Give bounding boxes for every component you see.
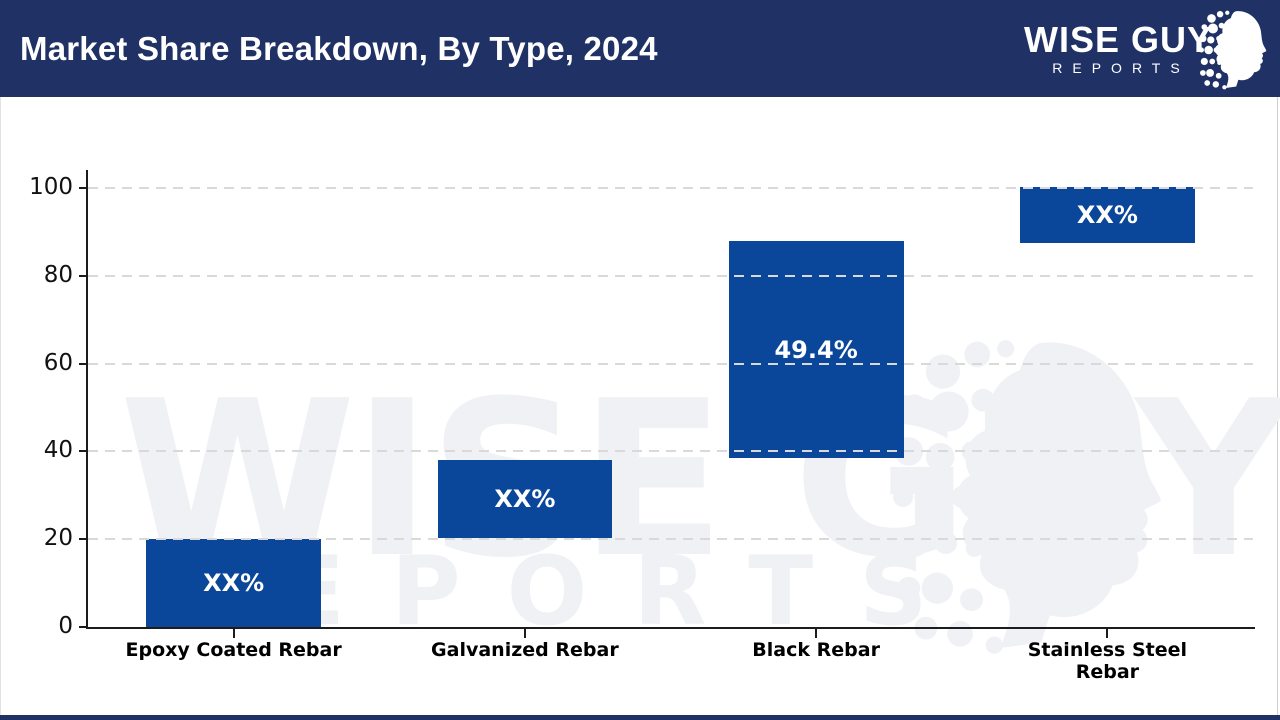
logo-wordmark: WISE GUY REPORTS [1024, 21, 1212, 76]
face-profile-logo-icon [1198, 10, 1267, 89]
x-axis-label: Epoxy Coated Rebar [125, 639, 342, 661]
gridline-20 [88, 538, 1253, 541]
x-tick-mark [232, 629, 235, 638]
y-tick-label-100: 100 [29, 174, 73, 200]
y-tick-mark-20 [79, 538, 88, 541]
bar-segment: XX% [146, 539, 321, 627]
watermark-face-icon [893, 340, 1162, 654]
wise-guy-logo: WISE GUY REPORTS [1024, 5, 1270, 93]
header: Market Share Breakdown, By Type, 2024 WI… [0, 0, 1280, 97]
bar-value-label: 49.4% [774, 335, 858, 364]
gridline-100 [88, 187, 1253, 189]
page-title: Market Share Breakdown, By Type, 2024 [20, 29, 658, 67]
x-axis-label: Stainless Steel Rebar [1027, 639, 1188, 683]
bar-segment: XX% [1020, 187, 1195, 243]
y-tick-label-20: 20 [43, 525, 73, 552]
y-tick-mark-40 [79, 450, 88, 453]
bar-segment: 49.4% [728, 241, 904, 458]
y-tick-label-80: 80 [43, 261, 73, 288]
x-tick-mark [815, 629, 818, 638]
gridline-60 [88, 362, 1253, 365]
x-tick-mark [1106, 629, 1109, 638]
gridline-80 [88, 274, 1253, 277]
y-tick-mark-0 [79, 626, 88, 628]
logo-wordmark-line1: WISE GUY [1023, 19, 1212, 61]
y-axis-line [86, 170, 88, 629]
bar-value-label: XX% [494, 484, 556, 513]
x-axis-label: Galvanized Rebar [431, 639, 619, 661]
y-tick-label-60: 60 [43, 349, 73, 376]
y-tick-mark-60 [79, 362, 88, 365]
bar-segment: XX% [437, 459, 613, 538]
bar-value-label: XX% [1076, 200, 1138, 229]
x-axis-label: Black Rebar [752, 639, 880, 661]
logo-wordmark-line2: REPORTS [1052, 59, 1190, 76]
y-tick-label-40: 40 [43, 437, 73, 464]
y-tick-mark-80 [79, 274, 88, 277]
x-axis-line [86, 627, 1255, 629]
y-tick-mark-100 [79, 187, 88, 189]
x-tick-mark [523, 629, 526, 638]
bar-value-label: XX% [203, 569, 265, 598]
y-tick-label-0: 0 [58, 613, 73, 639]
gridline-40 [88, 450, 1253, 453]
footer-bar [0, 715, 1280, 720]
